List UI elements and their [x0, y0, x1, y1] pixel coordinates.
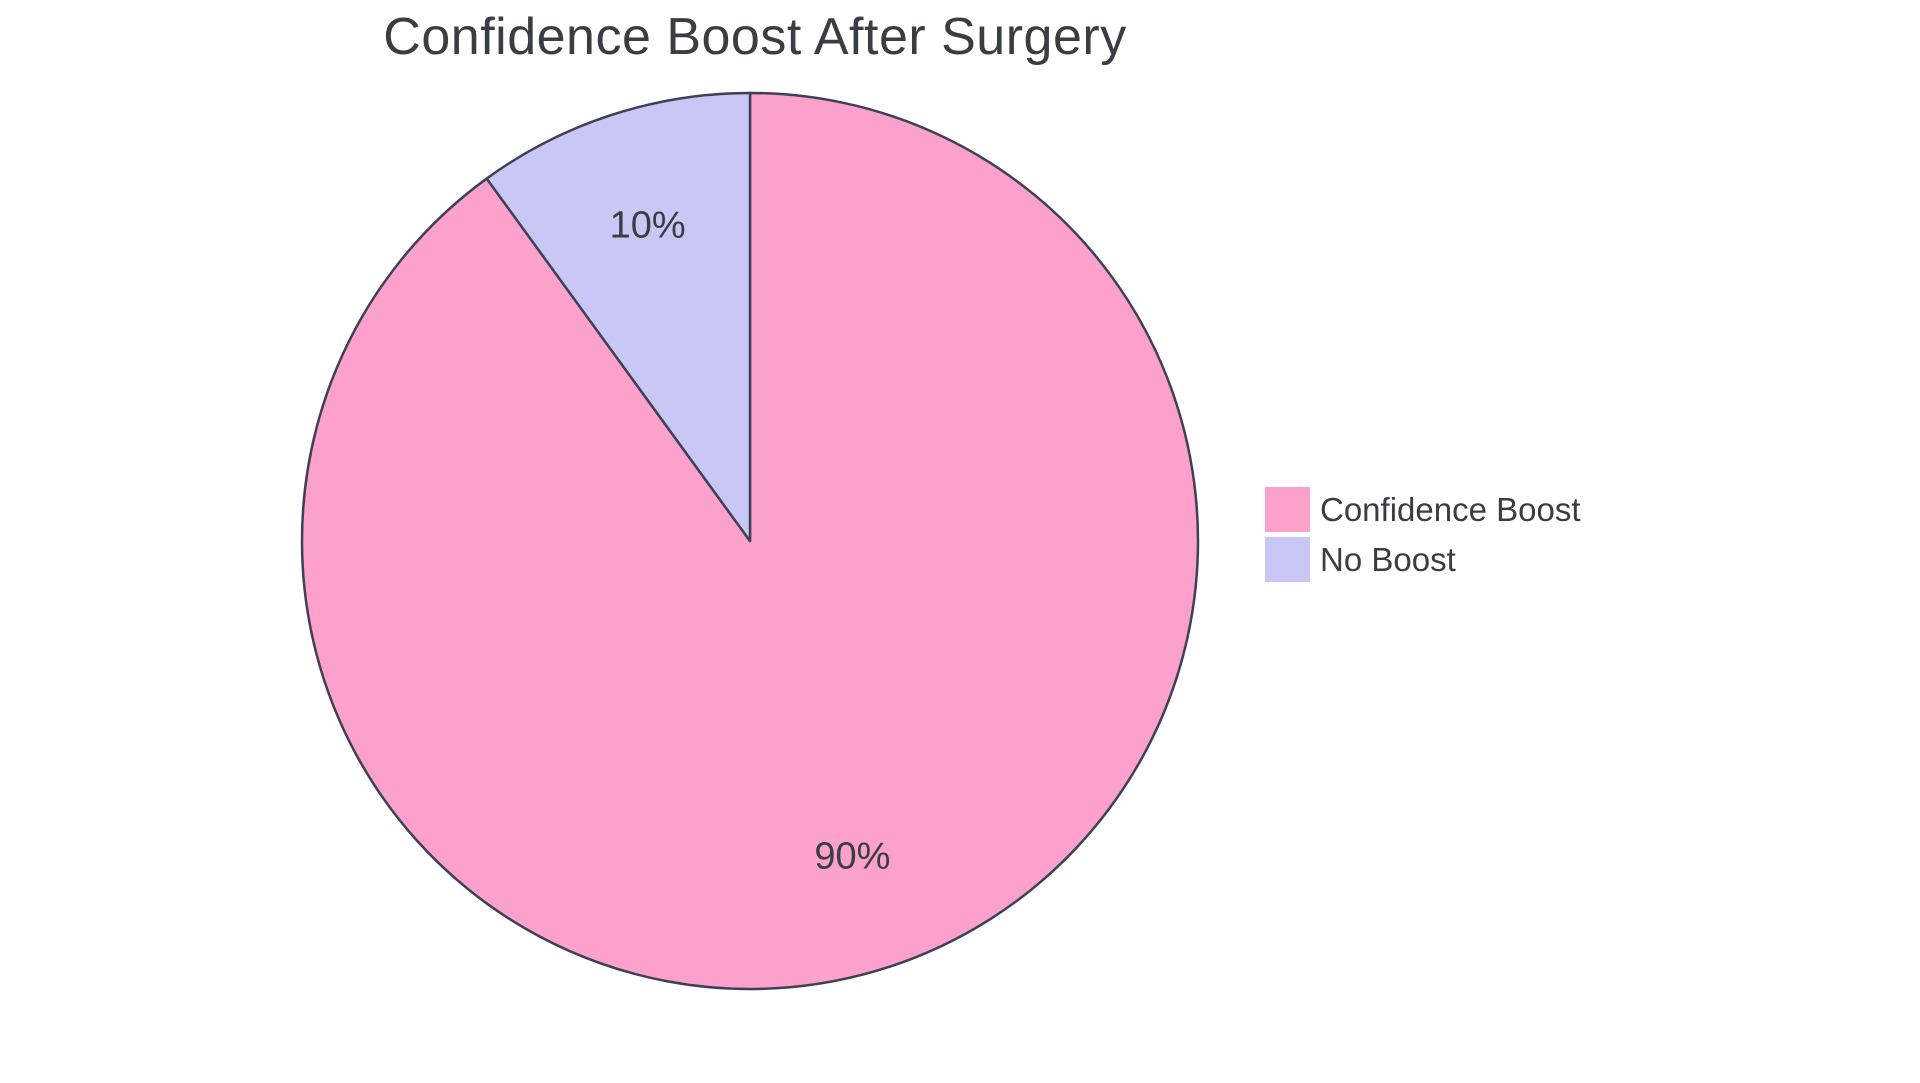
- pie-slices-group: [300, 91, 1200, 991]
- legend-swatch: [1265, 537, 1310, 582]
- pie-slice-label: 90%: [814, 835, 890, 877]
- pie-slice-labels-group: 90% 10%: [610, 205, 891, 878]
- chart-title: Confidence Boost After Surgery: [383, 8, 1127, 66]
- legend-swatch: [1265, 487, 1310, 532]
- legend-item: No Boost: [1265, 537, 1581, 582]
- pie-slice-label: 10%: [610, 205, 686, 247]
- legend-label: Confidence Boost: [1320, 490, 1581, 528]
- legend-item: Confidence Boost: [1265, 487, 1581, 532]
- legend: Confidence Boost No Boost: [1265, 487, 1581, 587]
- legend-label: No Boost: [1320, 540, 1456, 578]
- pie-slice-no-boost: [485, 91, 752, 543]
